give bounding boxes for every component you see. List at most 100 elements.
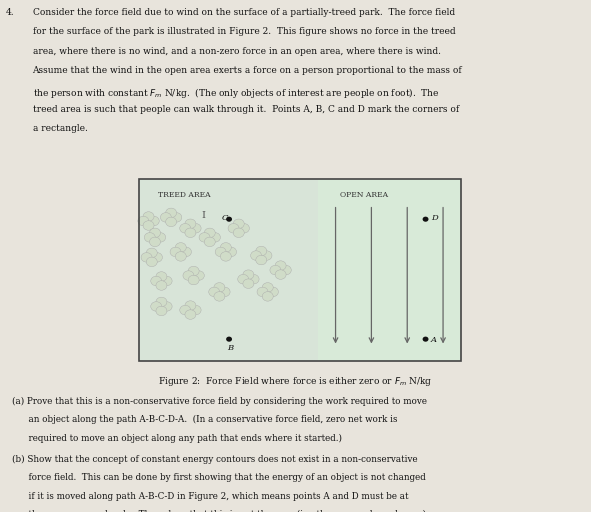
Circle shape [238,274,249,284]
Circle shape [209,287,220,296]
Circle shape [147,257,157,267]
Text: force field.  This can be done by first showing that the energy of an object is : force field. This can be done by first s… [12,473,426,482]
Text: the person with constant $F_m$ N/kg.  (The only objects of interest are people o: the person with constant $F_m$ N/kg. (Th… [33,86,439,99]
Text: A: A [431,336,437,344]
Circle shape [180,247,191,257]
Text: TREED AREA: TREED AREA [158,191,210,199]
Circle shape [176,252,186,261]
Text: area, where there is no wind, and a non-zero force in an open area, where there : area, where there is no wind, and a non-… [33,47,440,56]
Circle shape [215,247,226,257]
Circle shape [170,247,181,257]
Circle shape [251,251,262,260]
Text: D: D [431,214,437,222]
Circle shape [185,310,196,319]
Circle shape [141,252,152,262]
Circle shape [156,297,167,307]
Circle shape [233,228,244,238]
Circle shape [151,252,163,262]
Circle shape [423,336,428,342]
Circle shape [220,252,231,261]
Text: (a) Prove that this is a non-conservative force field by considering the work re: (a) Prove that this is a non-conservativ… [12,397,427,406]
Circle shape [161,302,172,311]
Circle shape [180,224,191,233]
Text: if it is moved along path A-B-C-D in Figure 2, which means points A and D must b: if it is moved along path A-B-C-D in Fig… [12,492,408,501]
Circle shape [148,216,159,226]
Circle shape [262,292,273,301]
Text: (b) Show that the concept of constant energy contours does not exist in a non-co: (b) Show that the concept of constant en… [12,455,417,464]
Circle shape [256,246,267,256]
Text: treed area is such that people can walk through it.  Points A, B, C and D mark t: treed area is such that people can walk … [33,105,459,114]
Circle shape [188,266,199,276]
Circle shape [171,212,182,222]
Circle shape [262,283,273,292]
Circle shape [243,279,254,288]
Circle shape [165,208,177,218]
Circle shape [220,243,231,252]
Text: an object along the path A-B-C-D-A.  (In a conservative force field, zero net wo: an object along the path A-B-C-D-A. (In … [12,415,397,424]
Circle shape [190,305,201,315]
Circle shape [268,287,278,296]
Circle shape [193,271,204,280]
Circle shape [156,272,167,281]
Text: I: I [202,211,205,220]
Text: required to move an object along any path that ends where it started.): required to move an object along any pat… [12,434,342,443]
Circle shape [261,251,272,260]
Bar [317,179,461,361]
Circle shape [275,270,286,280]
Circle shape [180,305,191,315]
Bar [139,179,317,361]
Text: Figure 2:  Force Field where force is either zero or $F_m$ N/kg: Figure 2: Force Field where force is eit… [158,375,433,388]
Text: Assume that the wind in the open area exerts a force on a person proportional to: Assume that the wind in the open area ex… [33,66,462,75]
Circle shape [226,217,232,222]
Circle shape [143,221,154,230]
Circle shape [160,212,171,222]
Circle shape [280,265,291,275]
Bar [139,179,461,361]
Circle shape [233,219,244,228]
Circle shape [151,302,162,311]
Circle shape [143,212,154,221]
Circle shape [228,224,239,233]
Circle shape [156,306,167,316]
Circle shape [199,232,210,242]
Text: Consider the force field due to wind on the surface of a partially-treed park.  : Consider the force field due to wind on … [33,8,454,17]
Circle shape [243,270,254,280]
Circle shape [165,217,177,227]
Text: OPEN AREA: OPEN AREA [340,191,388,199]
Circle shape [219,287,230,296]
Text: a rectangle.: a rectangle. [33,124,87,134]
Circle shape [190,224,201,233]
Circle shape [270,265,281,275]
Text: 4.: 4. [6,8,15,17]
Circle shape [176,243,186,252]
Circle shape [238,224,249,233]
Circle shape [257,287,268,296]
Circle shape [138,216,149,226]
Circle shape [185,301,196,310]
Circle shape [204,228,215,238]
Circle shape [144,232,155,242]
Circle shape [147,248,157,258]
Circle shape [214,283,225,292]
Circle shape [185,228,196,238]
Circle shape [423,217,428,222]
Circle shape [209,232,220,242]
Circle shape [151,276,162,286]
Text: the same energy levels.  Then show that this is not the case (i.e. the energy do: the same energy levels. Then show that t… [12,510,426,512]
Circle shape [150,228,161,238]
Circle shape [214,292,225,301]
Text: B: B [228,345,233,352]
Text: C: C [222,214,228,222]
Circle shape [185,219,196,228]
Circle shape [248,274,259,284]
Circle shape [156,281,167,290]
Circle shape [256,255,267,265]
Circle shape [226,247,236,257]
Circle shape [275,261,286,270]
Circle shape [155,232,165,242]
Circle shape [161,276,172,286]
Circle shape [183,271,194,280]
Circle shape [226,336,232,342]
Circle shape [150,237,161,247]
Circle shape [204,237,215,247]
